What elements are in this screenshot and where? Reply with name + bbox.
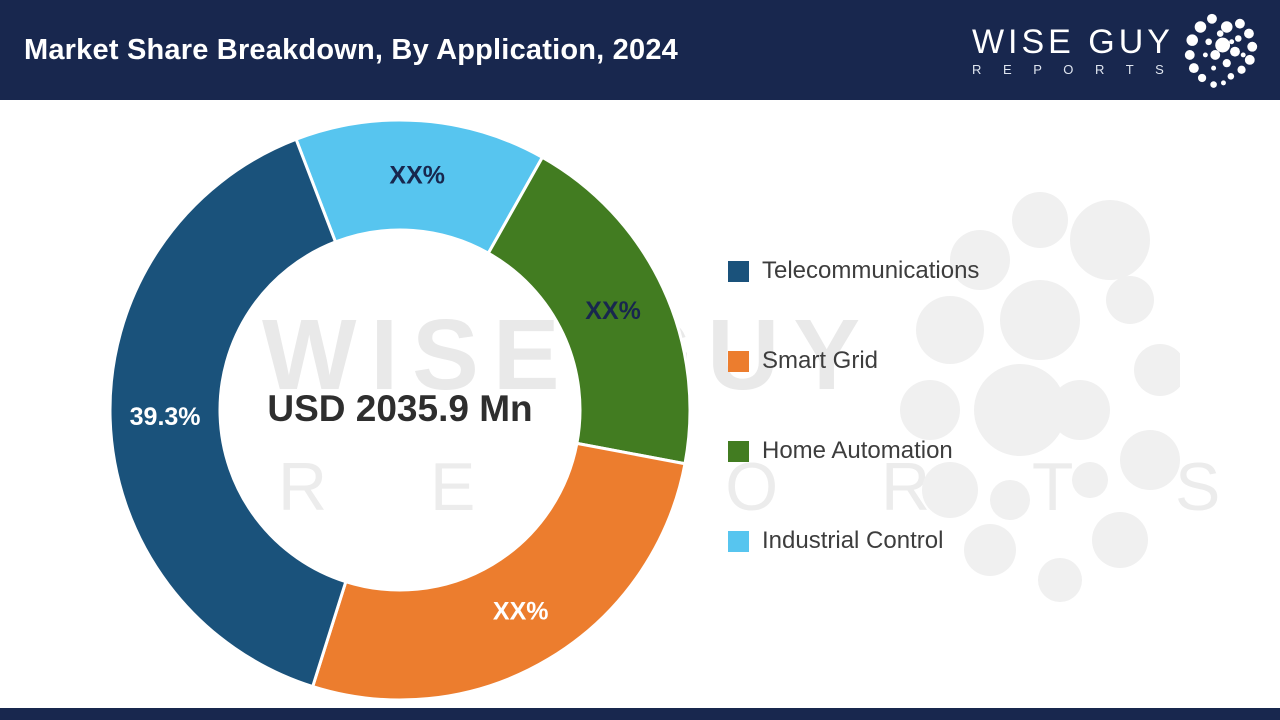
segment-label-industrial-control: XX%	[389, 162, 445, 190]
legend: Telecommunications Smart Grid Home Autom…	[728, 256, 979, 616]
logo-face-icon	[1184, 13, 1258, 88]
legend-item-industrial-control: Industrial Control	[728, 526, 979, 556]
header: Market Share Breakdown, By Application, …	[0, 0, 1280, 100]
segment-label-telecommunications: 39.3%	[130, 403, 201, 431]
legend-item-home-automation: Home Automation	[728, 436, 979, 466]
legend-item-telecommunications: Telecommunications	[728, 256, 979, 286]
legend-swatch-industrial-control	[728, 530, 749, 552]
page-title: Market Share Breakdown, By Application, …	[24, 33, 678, 66]
logo-wordmark: WISE GUY	[971, 22, 1174, 61]
legend-label: Smart Grid	[762, 347, 879, 374]
footer-bar	[0, 708, 1280, 720]
segment-label-home-automation: XX%	[585, 297, 641, 325]
legend-item-smart-grid: Smart Grid	[728, 346, 979, 376]
donut-chart: XX% XX% XX% 39.3%	[108, 118, 692, 702]
segment-label-smart-grid: XX%	[493, 598, 549, 626]
chart-center-value: USD 2035.9 Mn	[267, 388, 533, 429]
legend-label: Telecommunications	[762, 257, 980, 284]
legend-label: Industrial Control	[762, 527, 944, 554]
donut-segment-home-automation	[486, 155, 692, 466]
donut-segment-telecommunications	[108, 137, 348, 689]
wiseguy-logo: WISE GUY R E P O R T S	[972, 11, 1258, 89]
legend-swatch-smart-grid	[728, 350, 749, 372]
logo-subtitle: R E P O R T S	[971, 61, 1173, 77]
donut-segment-smart-grid	[310, 441, 687, 702]
legend-swatch-home-automation	[728, 440, 749, 462]
logo-text: WISE GUY R E P O R T S	[972, 24, 1174, 77]
legend-swatch-telecommunications	[728, 260, 749, 282]
legend-label: Home Automation	[762, 437, 953, 464]
